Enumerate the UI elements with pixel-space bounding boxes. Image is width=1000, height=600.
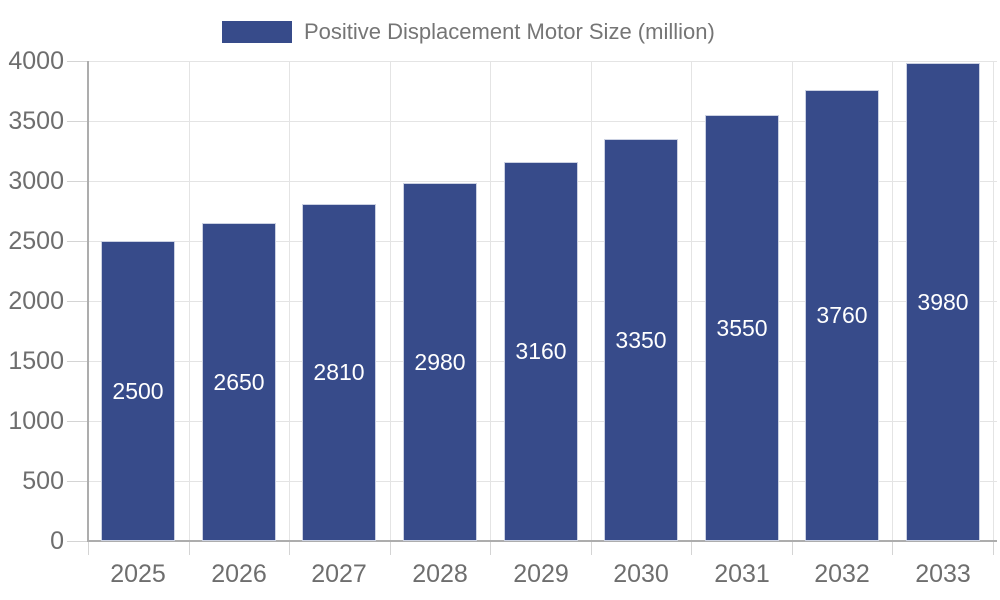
x-axis-tick bbox=[88, 541, 89, 555]
y-axis-tick bbox=[67, 421, 88, 422]
y-axis-tick bbox=[67, 541, 88, 542]
bar-value-label: 3550 bbox=[716, 314, 768, 341]
y-axis-tick-label: 4000 bbox=[8, 47, 64, 75]
x-axis-tick-label: 2033 bbox=[915, 560, 971, 588]
bar-value-label: 2500 bbox=[112, 377, 164, 404]
x-axis-tick bbox=[993, 541, 994, 555]
y-axis-tick bbox=[67, 361, 88, 362]
legend-swatch-icon bbox=[222, 21, 292, 43]
gridline-vertical bbox=[591, 61, 592, 541]
x-axis-tick bbox=[490, 541, 491, 555]
y-axis-tick-label: 2500 bbox=[8, 227, 64, 255]
bar-2025 bbox=[101, 241, 175, 541]
x-axis-tick bbox=[189, 541, 190, 555]
gridline-vertical bbox=[390, 61, 391, 541]
bar-value-label: 3160 bbox=[515, 338, 567, 364]
bar-value-label: 2650 bbox=[213, 368, 265, 395]
bar-2031 bbox=[705, 115, 779, 541]
x-axis-tick-label: 2030 bbox=[613, 560, 669, 588]
y-axis-tick-label: 500 bbox=[22, 467, 64, 495]
y-axis-tick bbox=[67, 241, 88, 242]
gridline-vertical bbox=[993, 61, 994, 541]
y-axis-line bbox=[87, 61, 89, 541]
chart-legend: Positive Displacement Motor Size (millio… bbox=[222, 21, 715, 43]
gridline-vertical bbox=[189, 61, 190, 541]
bar-value-label: 2980 bbox=[414, 348, 466, 375]
y-axis-tick bbox=[67, 61, 88, 62]
x-axis-tick-label: 2025 bbox=[110, 560, 166, 588]
bar-value-label: 3980 bbox=[917, 288, 969, 315]
y-axis-tick-label: 0 bbox=[50, 527, 64, 555]
gridline-vertical bbox=[892, 61, 893, 541]
bar-2027 bbox=[302, 204, 376, 541]
x-axis-tick bbox=[289, 541, 290, 555]
x-axis-tick-label: 2027 bbox=[311, 560, 367, 588]
legend-label: Positive Displacement Motor Size (millio… bbox=[304, 19, 715, 44]
y-axis-tick bbox=[67, 301, 88, 302]
y-axis-tick bbox=[67, 121, 88, 122]
x-axis-tick-label: 2026 bbox=[211, 560, 267, 588]
bar-2032 bbox=[805, 90, 879, 541]
gridline-horizontal bbox=[88, 121, 997, 122]
x-axis-tick bbox=[892, 541, 893, 555]
y-axis-tick-label: 3000 bbox=[8, 167, 64, 195]
y-axis-tick-label: 2000 bbox=[8, 287, 64, 315]
y-axis-tick bbox=[67, 181, 88, 182]
gridline-horizontal bbox=[88, 61, 997, 62]
x-axis-line bbox=[87, 540, 997, 542]
bar-2030 bbox=[604, 139, 678, 541]
bar-value-label: 2810 bbox=[313, 359, 365, 385]
bar-value-label: 3760 bbox=[816, 302, 868, 328]
x-axis-tick bbox=[390, 541, 391, 555]
bar-2026 bbox=[202, 223, 276, 541]
x-axis-tick-label: 2032 bbox=[814, 560, 870, 588]
bar-2033 bbox=[906, 63, 980, 541]
y-axis-tick-label: 1500 bbox=[8, 347, 64, 375]
bar-value-label: 3350 bbox=[615, 326, 667, 353]
x-axis-tick-label: 2029 bbox=[513, 560, 569, 588]
bar-2028 bbox=[403, 183, 477, 541]
x-axis-tick bbox=[792, 541, 793, 555]
x-axis-tick bbox=[591, 541, 592, 555]
x-axis-tick-label: 2028 bbox=[412, 560, 468, 588]
gridline-vertical bbox=[289, 61, 290, 541]
gridline-vertical bbox=[691, 61, 692, 541]
y-axis-tick-label: 3500 bbox=[8, 107, 64, 135]
x-axis-tick-label: 2031 bbox=[714, 560, 770, 588]
y-axis-tick bbox=[67, 481, 88, 482]
y-axis-tick-label: 1000 bbox=[8, 407, 64, 435]
gridline-vertical bbox=[792, 61, 793, 541]
x-axis-tick bbox=[691, 541, 692, 555]
bar-2029 bbox=[504, 162, 578, 541]
gridline-vertical bbox=[490, 61, 491, 541]
